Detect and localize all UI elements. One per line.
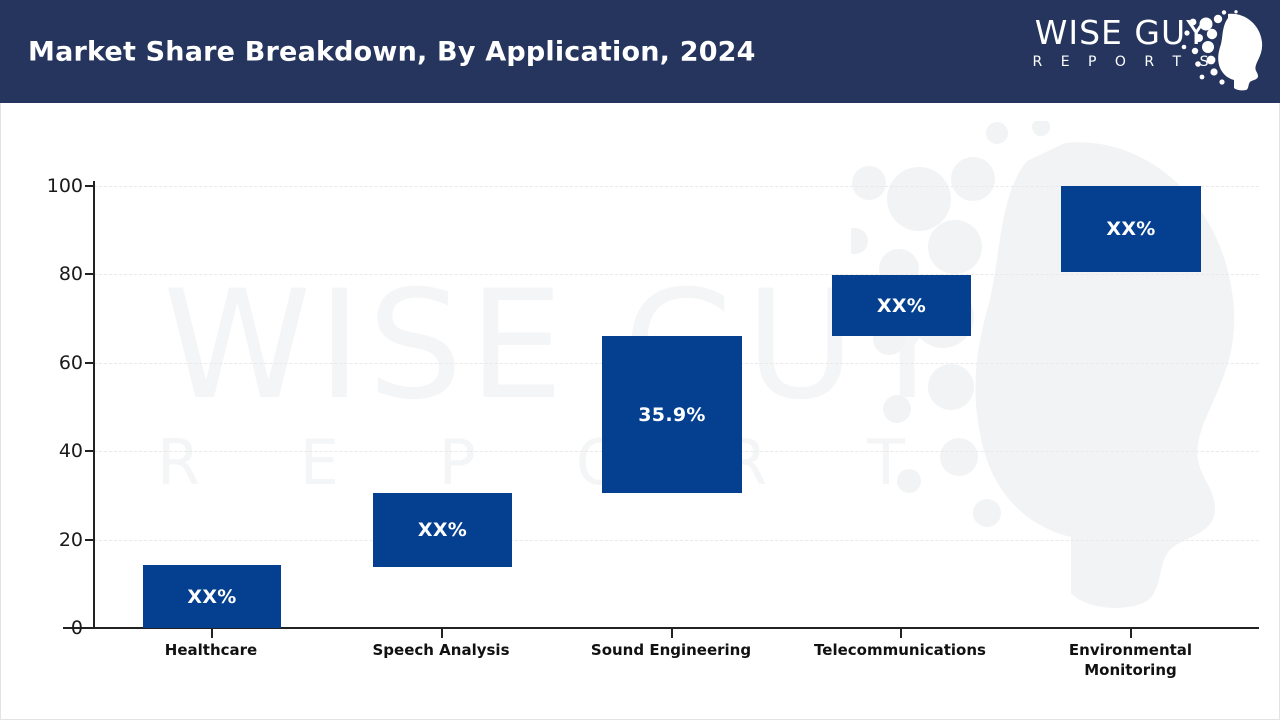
gridline-20 xyxy=(94,539,1259,541)
chart-panel: WISE GUY R E P O R T S xyxy=(0,103,1280,720)
x-axis-label-speech-analysis: Speech Analysis xyxy=(372,641,510,659)
brand-logo-line2: R E P O R T S xyxy=(1032,54,1216,70)
x-axis-label-telecommunications: Telecommunications xyxy=(814,641,986,659)
bar-telecommunications[interactable]: XX% xyxy=(832,275,971,336)
y-tick-80 xyxy=(85,273,94,276)
y-tick-100 xyxy=(85,185,94,187)
x-tick-telecommunications xyxy=(900,629,902,638)
bar-sound-engineering[interactable]: 35.9% xyxy=(602,336,742,493)
y-tick-0 xyxy=(85,627,94,629)
x-axis-label-environmental-monitoring: Environmental Monitoring xyxy=(1068,641,1193,679)
y-axis-line xyxy=(93,181,95,629)
y-axis-label-80: 80 xyxy=(58,263,83,286)
bar-label-speech-analysis: XX% xyxy=(417,519,468,541)
x-axis-label-sound-engineering: Sound Engineering xyxy=(590,641,752,659)
bar-environmental-monitoring[interactable]: XX% xyxy=(1061,186,1201,272)
brand-logo-text: WISE GUY R E P O R T S xyxy=(1026,16,1216,73)
bar-label-healthcare: XX% xyxy=(187,585,237,608)
y-axis-label-60: 60 xyxy=(58,351,83,374)
x-axis-label-healthcare: Healthcare xyxy=(164,641,258,659)
y-tick-40 xyxy=(85,450,94,453)
bar-label-sound-engineering: 35.9% xyxy=(638,403,706,426)
x-axis-line xyxy=(63,627,1259,629)
plot-area: 100 80 60 40 20 0 XX% XX% 35.9% XX% xyxy=(1,103,1279,719)
y-axis-label-0: 0 xyxy=(70,617,83,639)
y-axis-label-100: 100 xyxy=(46,175,83,197)
head-dots-icon xyxy=(1181,10,1263,91)
brand-logo: WISE GUY R E P O R T S xyxy=(1022,6,1272,98)
page-header: Market Share Breakdown, By Application, … xyxy=(0,0,1280,103)
x-tick-environmental-monitoring xyxy=(1130,629,1132,638)
y-axis-label-40: 40 xyxy=(58,440,83,463)
x-tick-speech-analysis xyxy=(441,629,443,638)
y-tick-60 xyxy=(85,361,94,364)
bar-healthcare[interactable]: XX% xyxy=(143,565,281,628)
page-title: Market Share Breakdown, By Application, … xyxy=(28,36,756,67)
gridline-80 xyxy=(94,274,1259,276)
gridline-100 xyxy=(94,186,1259,187)
x-tick-healthcare xyxy=(211,629,213,638)
y-axis-label-20: 20 xyxy=(58,528,83,551)
x-tick-sound-engineering xyxy=(671,629,673,638)
y-tick-20 xyxy=(85,538,94,541)
bar-speech-analysis[interactable]: XX% xyxy=(373,493,512,567)
bar-label-telecommunications: XX% xyxy=(876,294,927,317)
brand-logo-line1: WISE GUY xyxy=(1034,13,1208,52)
bar-label-environmental-monitoring: XX% xyxy=(1106,218,1156,240)
